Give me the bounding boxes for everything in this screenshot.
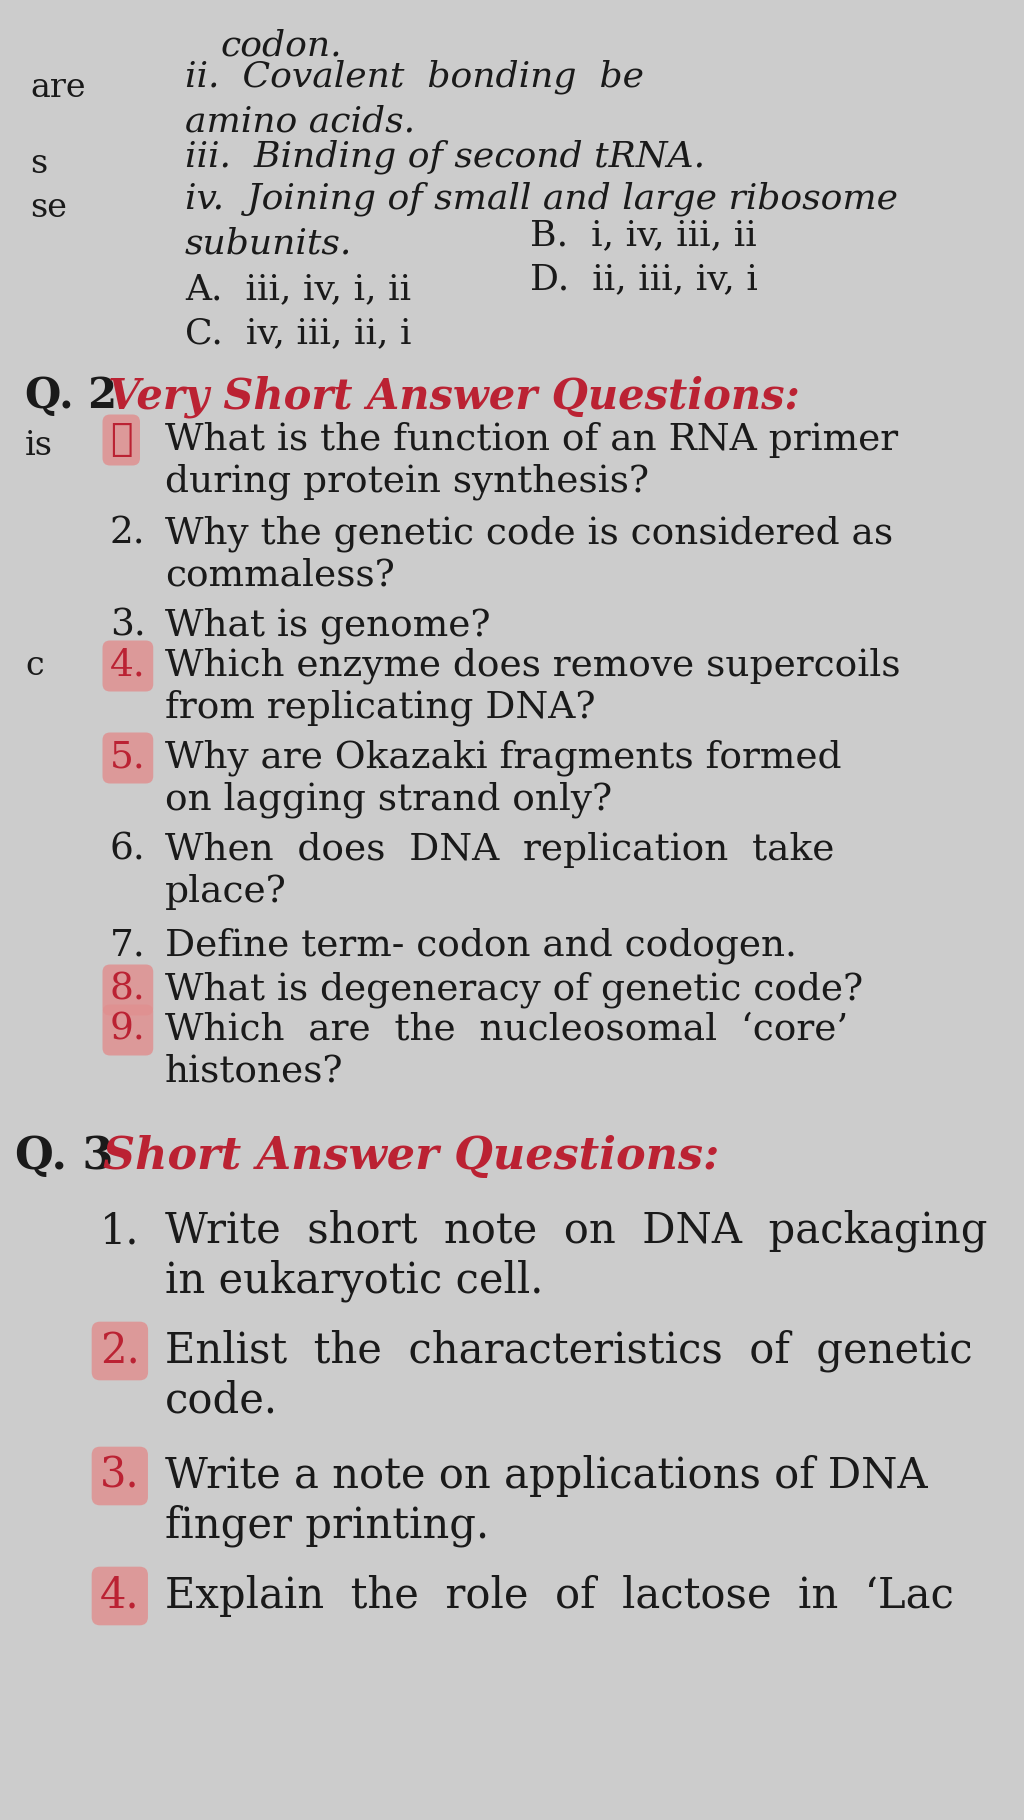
Text: Q. 2: Q. 2 xyxy=(25,375,132,417)
Text: place?: place? xyxy=(165,874,287,910)
Text: ①: ① xyxy=(110,422,132,459)
Text: Define term- codon and codogen.: Define term- codon and codogen. xyxy=(165,928,797,965)
Text: Enlist  the  characteristics  of  genetic: Enlist the characteristics of genetic xyxy=(165,1330,973,1372)
Text: D.  ii, iii, iv, i: D. ii, iii, iv, i xyxy=(530,262,758,297)
Text: Q. 3: Q. 3 xyxy=(15,1136,129,1178)
Text: ii.  Covalent  bonding  be: ii. Covalent bonding be xyxy=(185,60,644,95)
Text: Which enzyme does remove supercoils: Which enzyme does remove supercoils xyxy=(165,648,900,684)
Text: Why are Okazaki fragments formed: Why are Okazaki fragments formed xyxy=(165,741,842,777)
Text: on lagging strand only?: on lagging strand only? xyxy=(165,783,612,819)
Text: from replicating DNA?: from replicating DNA? xyxy=(165,690,596,726)
Text: B.  i, iv, iii, ii: B. i, iv, iii, ii xyxy=(530,218,757,251)
Text: 3.: 3. xyxy=(100,1454,139,1498)
Text: se: se xyxy=(30,191,67,224)
Text: Write a note on applications of DNA: Write a note on applications of DNA xyxy=(165,1454,928,1498)
Text: finger printing.: finger printing. xyxy=(165,1505,489,1547)
Text: histones?: histones? xyxy=(165,1054,344,1090)
Text: 7.: 7. xyxy=(110,928,145,965)
Text: A.  iii, iv, i, ii: A. iii, iv, i, ii xyxy=(185,271,411,306)
Text: 5.: 5. xyxy=(110,741,145,775)
Text: iv.  Joining of small and large ribosome: iv. Joining of small and large ribosome xyxy=(185,182,898,217)
Text: 4.: 4. xyxy=(100,1574,139,1616)
Text: iii.  Binding of second tRNA.: iii. Binding of second tRNA. xyxy=(185,140,706,175)
Text: Why the genetic code is considered as: Why the genetic code is considered as xyxy=(165,517,893,553)
Text: are: are xyxy=(30,73,86,104)
Text: during protein synthesis?: during protein synthesis? xyxy=(165,464,649,501)
Text: When  does  DNA  replication  take: When does DNA replication take xyxy=(165,832,835,868)
Text: Short Answer Questions:: Short Answer Questions: xyxy=(103,1136,720,1178)
Text: 6.: 6. xyxy=(110,832,145,868)
Text: What is the function of an RNA primer: What is the function of an RNA primer xyxy=(165,422,898,459)
Text: Explain  the  role  of  lactose  in  ‘Lac: Explain the role of lactose in ‘Lac xyxy=(165,1574,954,1616)
Text: Write  short  note  on  DNA  packaging: Write short note on DNA packaging xyxy=(165,1210,987,1252)
Text: 4.: 4. xyxy=(110,648,145,684)
Text: 2.: 2. xyxy=(100,1330,139,1372)
Text: 2.: 2. xyxy=(110,517,145,551)
Text: c: c xyxy=(25,650,44,682)
Text: 3.: 3. xyxy=(110,608,145,644)
Text: 8.: 8. xyxy=(110,972,145,1008)
Text: C.  iv, iii, ii, i: C. iv, iii, ii, i xyxy=(185,317,412,349)
Text: commaless?: commaless? xyxy=(165,559,395,593)
Text: subunits.: subunits. xyxy=(185,226,352,260)
Text: What is genome?: What is genome? xyxy=(165,608,490,644)
Text: 9.: 9. xyxy=(110,1012,145,1048)
Text: codon.: codon. xyxy=(220,27,342,62)
Text: What is degeneracy of genetic code?: What is degeneracy of genetic code? xyxy=(165,972,863,1008)
Text: 1.: 1. xyxy=(100,1210,139,1252)
Text: Very Short Answer Questions:: Very Short Answer Questions: xyxy=(108,375,800,417)
Text: Which  are  the  nucleosomal  ‘core’: Which are the nucleosomal ‘core’ xyxy=(165,1012,848,1048)
Text: code.: code. xyxy=(165,1380,278,1421)
Text: s: s xyxy=(30,147,47,180)
Text: amino acids.: amino acids. xyxy=(185,106,415,138)
Text: is: is xyxy=(25,430,53,462)
Text: in eukaryotic cell.: in eukaryotic cell. xyxy=(165,1259,544,1301)
